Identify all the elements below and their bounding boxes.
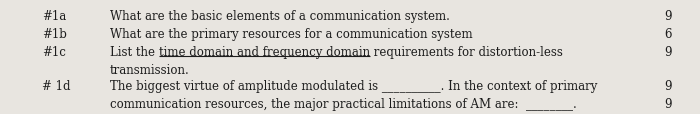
Text: requirements for distortion-less: requirements for distortion-less	[370, 46, 563, 58]
Text: communication resources, the major practical limitations of AM are:  ________.: communication resources, the major pract…	[110, 97, 577, 110]
Text: The biggest virtue of amplitude modulated is __________. In the context of prima: The biggest virtue of amplitude modulate…	[110, 79, 597, 92]
Text: transmission.: transmission.	[110, 63, 190, 76]
Text: #1b: #1b	[42, 28, 67, 41]
Text: #1c: #1c	[42, 46, 66, 58]
Text: 9: 9	[664, 10, 672, 23]
Text: 9: 9	[664, 46, 672, 58]
Text: What are the basic elements of a communication system.: What are the basic elements of a communi…	[110, 10, 450, 23]
Text: #1a: #1a	[42, 10, 66, 23]
Text: # 1d: # 1d	[42, 79, 71, 92]
Text: List the: List the	[110, 46, 159, 58]
Text: What are the primary resources for a communication system: What are the primary resources for a com…	[110, 28, 472, 41]
Text: 6: 6	[664, 28, 672, 41]
Text: 9: 9	[664, 79, 672, 92]
Text: time domain and frequency domain: time domain and frequency domain	[159, 46, 370, 58]
Text: 9: 9	[664, 97, 672, 110]
